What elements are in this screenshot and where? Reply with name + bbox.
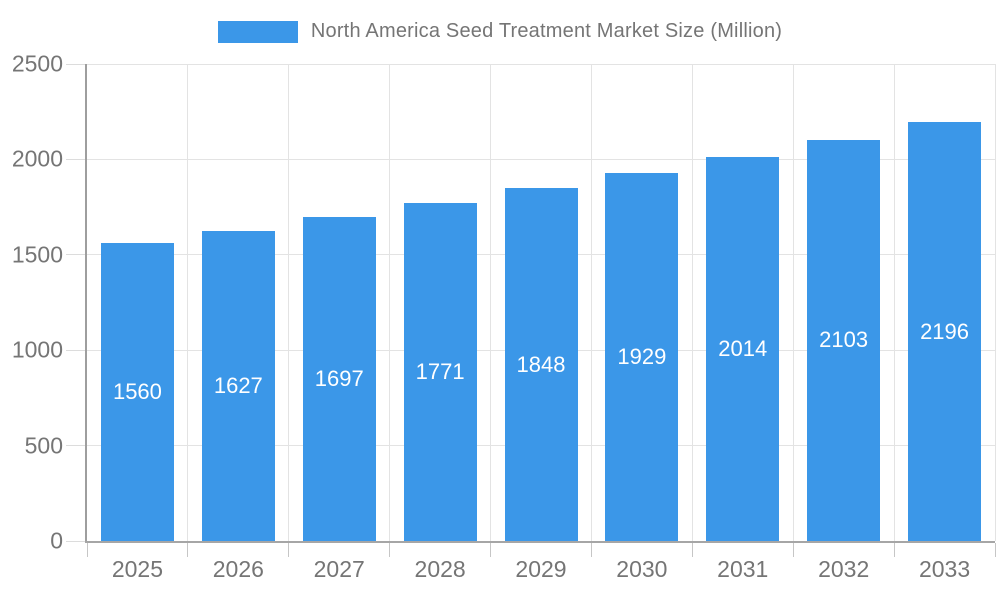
x-axis-tick xyxy=(187,543,189,557)
x-axis-tick xyxy=(86,543,88,557)
x-axis-line xyxy=(85,541,995,543)
y-axis-tick xyxy=(66,540,85,542)
bar-value-label: 2196 xyxy=(920,318,970,344)
x-tick-label: 2027 xyxy=(313,556,365,582)
x-tick-label: 2028 xyxy=(414,556,466,582)
x-gridline xyxy=(389,64,391,541)
x-axis-tick xyxy=(389,543,391,557)
plot-area: 0 500 1000 1500 2000 2500 1560 2025 1627 2026 1697… xyxy=(12,51,996,582)
x-axis-tick xyxy=(490,543,492,557)
legend-swatch xyxy=(217,20,298,43)
bar-value-label: 1771 xyxy=(415,359,465,385)
x-axis-tick xyxy=(691,543,693,557)
x-axis-tick xyxy=(792,543,794,557)
x-tick-label: 2032 xyxy=(818,556,870,582)
y-axis-line xyxy=(85,64,87,543)
bar: 1697 xyxy=(302,217,376,541)
y-tick-label: 500 xyxy=(24,432,63,459)
y-tick-label: 2500 xyxy=(11,50,63,77)
x-axis-tick xyxy=(288,543,290,557)
bar: 1929 xyxy=(605,172,679,541)
bar: 1771 xyxy=(403,203,477,541)
x-tick-label: 2029 xyxy=(515,556,567,582)
x-gridline xyxy=(288,64,290,541)
bar: 1560 xyxy=(100,243,174,541)
y-axis-tick xyxy=(66,158,85,160)
bar-value-label: 1697 xyxy=(314,366,364,392)
x-gridline xyxy=(792,64,794,541)
y-tick-label: 1000 xyxy=(11,336,63,363)
x-gridline xyxy=(691,64,693,541)
x-axis-tick xyxy=(994,543,996,557)
x-gridline xyxy=(490,64,492,541)
bar-value-label: 1627 xyxy=(213,372,263,398)
x-axis-tick xyxy=(893,543,895,557)
bar: 2196 xyxy=(908,122,982,541)
y-axis-tick xyxy=(66,63,85,65)
x-gridline xyxy=(590,64,592,541)
x-gridline xyxy=(893,64,895,541)
y-gridline xyxy=(87,158,995,160)
bar-value-label: 2014 xyxy=(718,335,768,361)
x-tick-label: 2030 xyxy=(616,556,668,582)
x-tick-label: 2025 xyxy=(111,556,164,582)
x-gridline xyxy=(994,64,996,541)
y-axis-tick xyxy=(66,254,85,256)
y-tick-label: 0 xyxy=(50,527,63,554)
y-tick-label: 2000 xyxy=(11,145,63,172)
x-tick-label: 2026 xyxy=(212,556,264,582)
chart-legend: North America Seed Treatment Market Size… xyxy=(0,20,1000,43)
bar-value-label: 1560 xyxy=(112,379,162,405)
y-axis-tick xyxy=(66,349,85,351)
legend-label: North America Seed Treatment Market Size… xyxy=(310,20,783,42)
bar: 2014 xyxy=(706,156,780,541)
y-axis-tick xyxy=(66,445,85,447)
bar: 2103 xyxy=(807,139,881,541)
y-gridline xyxy=(87,63,995,65)
x-gridline xyxy=(187,64,189,541)
x-tick-label: 2033 xyxy=(918,556,971,582)
bar-value-label: 1929 xyxy=(617,343,667,369)
bar-value-label: 1848 xyxy=(516,351,566,377)
bar: 1627 xyxy=(201,230,275,541)
x-axis-tick xyxy=(590,543,592,557)
x-tick-label: 2031 xyxy=(717,556,769,582)
bar: 1848 xyxy=(504,188,578,541)
bar-value-label: 2103 xyxy=(819,327,869,353)
y-tick-label: 1500 xyxy=(11,241,63,268)
